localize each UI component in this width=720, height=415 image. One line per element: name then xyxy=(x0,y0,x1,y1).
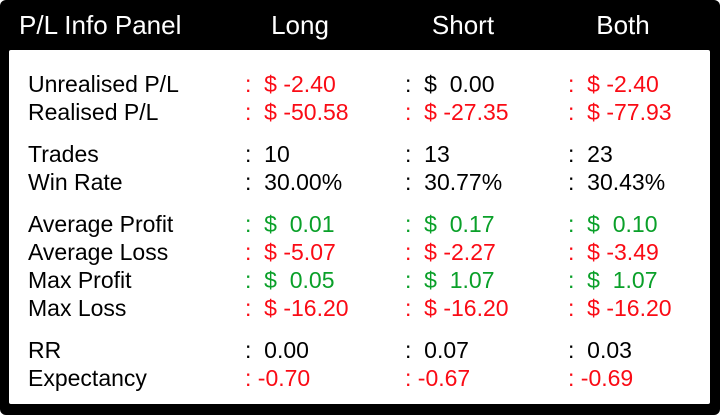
stat-row-expectancy: Expectancy : -0.70 : -0.67 : -0.69 xyxy=(9,364,710,392)
panel-title: P/L Info Panel xyxy=(19,9,182,40)
value-long: : -0.70 xyxy=(245,365,311,391)
column-header-both: Both xyxy=(596,9,650,40)
value-both: : $ -16.20 xyxy=(568,295,672,321)
value-short: : $ -2.27 xyxy=(405,239,496,265)
value-both: : $ -3.49 xyxy=(568,239,659,265)
value-short: : $ -16.20 xyxy=(405,295,509,321)
value-short: : 0.07 xyxy=(405,337,469,363)
value-both: : 23 xyxy=(568,141,613,167)
value-short: : 30.77% xyxy=(405,169,503,195)
value-long: : $ 0.01 xyxy=(245,211,335,237)
value-both: : $ -77.93 xyxy=(568,99,672,125)
value-short: : $ 1.07 xyxy=(405,267,495,293)
stat-row-rr: RR : 0.00 : 0.07 : 0.03 xyxy=(9,336,710,364)
stat-row-win-rate: Win Rate : 30.00% : 30.77% : 30.43% xyxy=(9,168,710,196)
value-both: : $ 0.10 xyxy=(568,211,658,237)
value-both: : $ -2.40 xyxy=(568,71,659,97)
value-both: : 30.43% xyxy=(568,169,666,195)
panel-header: P/L Info Panel Long Short Both xyxy=(0,0,720,50)
value-long: : 10 xyxy=(245,141,290,167)
row-label: Max Loss xyxy=(28,295,127,321)
value-long: : $ -2.40 xyxy=(245,71,336,97)
value-long: : $ 0.05 xyxy=(245,267,335,293)
row-label: Win Rate xyxy=(28,169,123,195)
value-short: : $ 0.00 xyxy=(405,71,495,97)
row-label: Expectancy xyxy=(28,365,147,391)
stat-row-average-profit: Average Profit : $ 0.01 : $ 0.17 : $ 0.1… xyxy=(9,210,710,238)
stat-row-max-profit: Max Profit : $ 0.05 : $ 1.07 : $ 1.07 xyxy=(9,266,710,294)
row-label: Unrealised P/L xyxy=(28,71,179,97)
stat-row-average-loss: Average Loss : $ -5.07 : $ -2.27 : $ -3.… xyxy=(9,238,710,266)
value-both: : $ 1.07 xyxy=(568,267,658,293)
value-long: : 0.00 xyxy=(245,337,309,363)
row-label: Trades xyxy=(28,141,99,167)
value-long: : 30.00% xyxy=(245,169,343,195)
stat-row-realised-pl: Realised P/L : $ -50.58 : $ -27.35 : $ -… xyxy=(9,98,710,126)
row-label: Realised P/L xyxy=(28,99,159,125)
stat-row-trades: Trades : 10 : 13 : 23 xyxy=(9,140,710,168)
stats-body: Unrealised P/L : $ -2.40 : $ 0.00 : $ -2… xyxy=(9,50,710,404)
row-label: Max Profit xyxy=(28,267,132,293)
column-header-long: Long xyxy=(271,9,329,40)
row-label: Average Loss xyxy=(28,239,169,265)
value-long: : $ -50.58 xyxy=(245,99,349,125)
value-both: : -0.69 xyxy=(568,365,634,391)
value-short: : 13 xyxy=(405,141,450,167)
value-short: : $ -27.35 xyxy=(405,99,509,125)
value-long: : $ -5.07 xyxy=(245,239,336,265)
row-label: Average Profit xyxy=(28,211,174,237)
column-header-short: Short xyxy=(431,9,495,40)
stat-row-max-loss: Max Loss : $ -16.20 : $ -16.20 : $ -16.2… xyxy=(9,294,710,322)
value-short: : $ 0.17 xyxy=(405,211,495,237)
value-both: : 0.03 xyxy=(568,337,632,363)
value-short: : -0.67 xyxy=(405,365,471,391)
row-label: RR xyxy=(28,337,62,363)
value-long: : $ -16.20 xyxy=(245,295,349,321)
stat-row-unrealised-pl: Unrealised P/L : $ -2.40 : $ 0.00 : $ -2… xyxy=(9,70,710,98)
